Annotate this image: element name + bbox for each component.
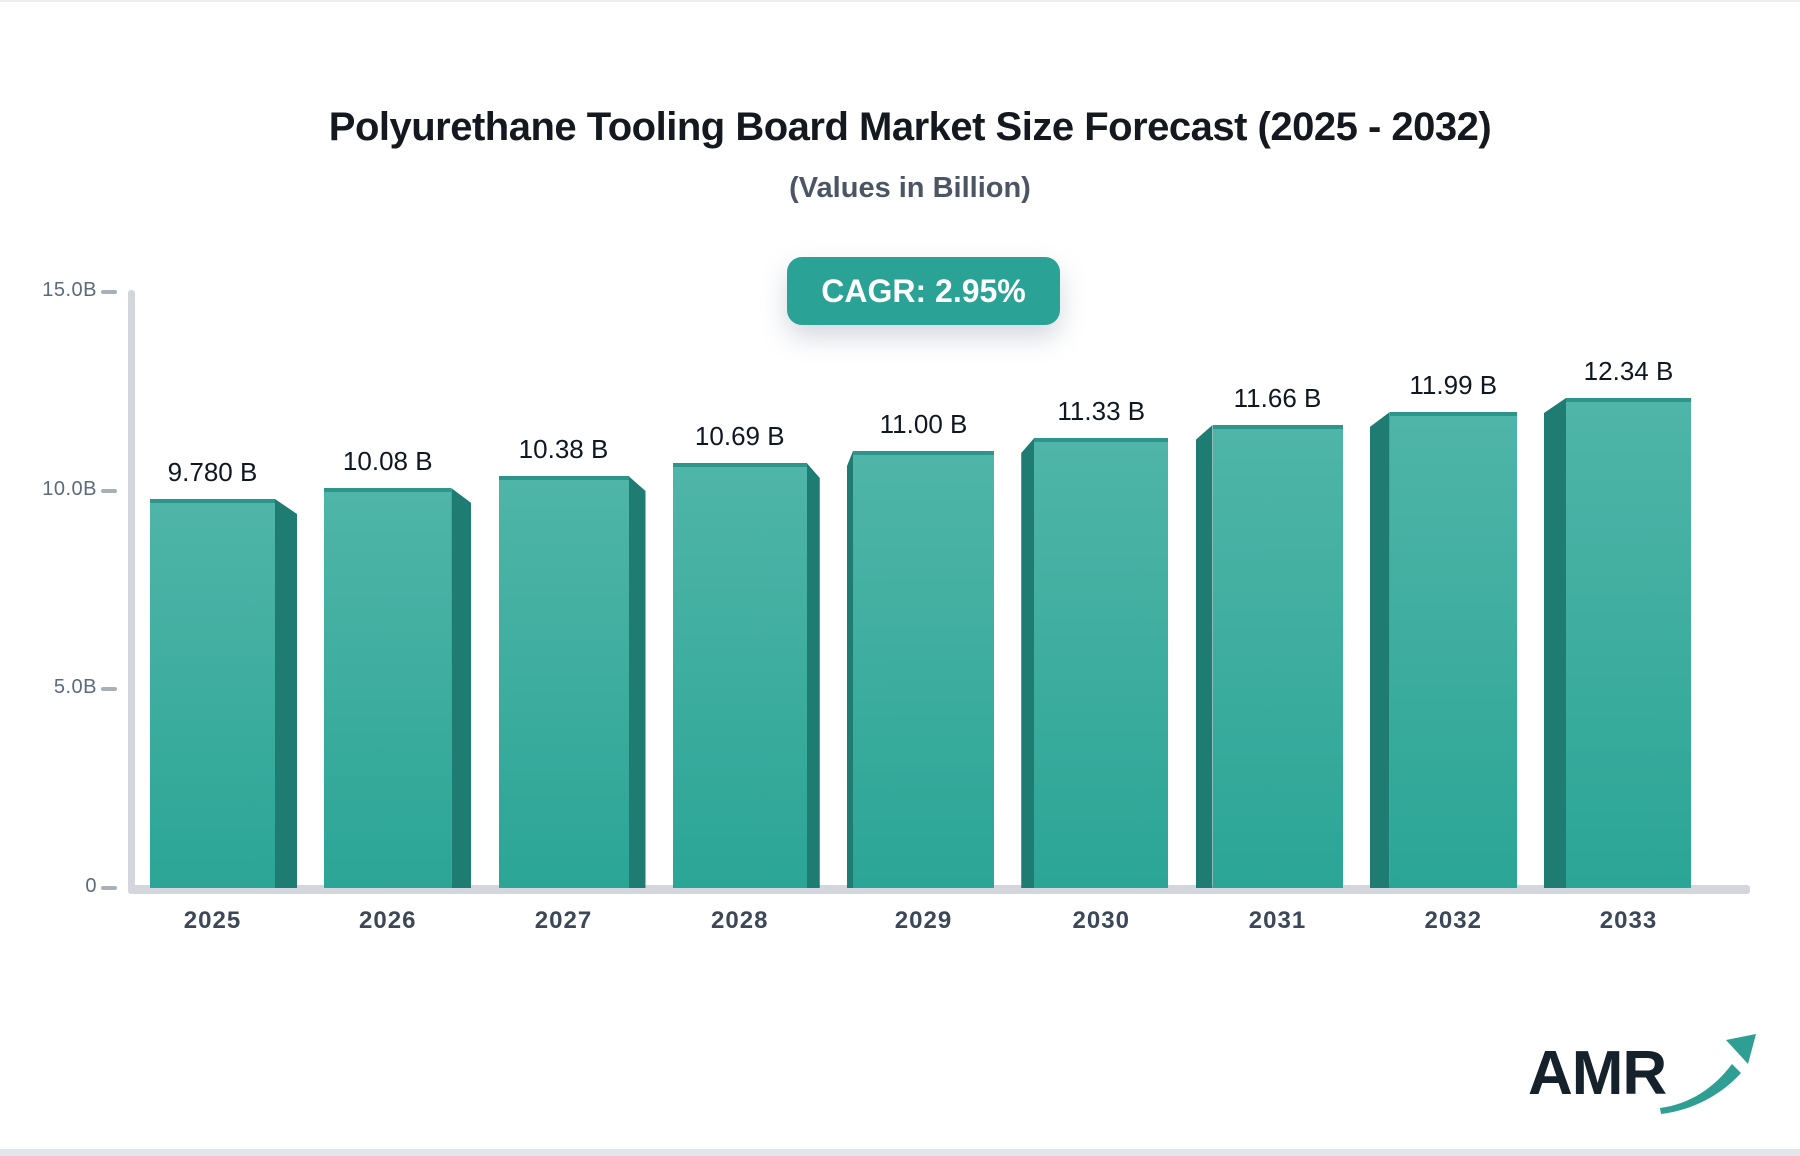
bar-front-face xyxy=(150,499,275,888)
x-axis-label: 2032 xyxy=(1424,907,1482,934)
bar-value-label: 10.69 B xyxy=(694,421,785,451)
x-axis-label: 2033 xyxy=(1599,907,1658,934)
bar-value-label: 10.38 B xyxy=(518,434,609,464)
bar-value-label: 12.34 B xyxy=(1583,356,1674,386)
bar-front-face xyxy=(1389,412,1517,888)
bar-value-label: 11.00 B xyxy=(879,409,968,439)
x-axis-label: 2028 xyxy=(711,907,769,934)
y-axis-tick xyxy=(101,886,117,890)
growth-arrow-icon xyxy=(1660,1034,1756,1114)
amr-logo: AMR xyxy=(1528,1030,1758,1125)
bar-value-label: 11.33 B xyxy=(1057,396,1146,426)
bar-front-face xyxy=(1034,438,1169,888)
x-axis-label: 2030 xyxy=(1072,907,1130,934)
bar-value-label: 11.99 B xyxy=(1409,370,1498,400)
chart-subtitle: (Values in Billion) xyxy=(789,172,1031,204)
bar-side-face xyxy=(1544,398,1566,888)
bar-side-face xyxy=(1021,438,1035,888)
chart-title: Polyurethane Tooling Board Market Size F… xyxy=(328,105,1492,149)
y-axis-tick xyxy=(101,687,117,692)
y-axis-tick xyxy=(101,488,117,493)
y-axis-tick xyxy=(101,290,117,295)
cagr-badge: CAGR: 2.95% xyxy=(787,257,1060,325)
bar-front-face xyxy=(498,476,629,888)
y-axis-line xyxy=(128,290,135,892)
x-axis-label: 2031 xyxy=(1248,907,1307,934)
x-axis-label: 2025 xyxy=(183,907,242,934)
x-axis-label: 2026 xyxy=(359,907,417,934)
bar-side-face xyxy=(806,463,820,888)
bar-value-label: 11.66 B xyxy=(1233,383,1322,413)
footer-band xyxy=(0,1149,1800,1156)
bar-side-face xyxy=(1195,425,1213,888)
bar-value-label: 9.780 B xyxy=(167,457,258,487)
y-axis-label: 5.0B xyxy=(53,676,97,699)
bar-side-face xyxy=(1369,412,1390,888)
bar-front-face xyxy=(324,488,452,888)
bar-side-face xyxy=(275,499,297,888)
y-axis-label: 0 xyxy=(85,875,97,897)
x-axis-label: 2027 xyxy=(534,907,593,934)
bar-side-face xyxy=(451,488,472,888)
bar-front-face xyxy=(853,451,994,888)
amr-logo-text: AMR xyxy=(1528,1039,1667,1108)
y-axis-label: 15.0B xyxy=(42,279,97,302)
bar-front-face xyxy=(1566,398,1691,888)
bar-side-face xyxy=(628,476,646,888)
bar-side-face xyxy=(847,451,853,888)
bar-front-face xyxy=(672,463,807,888)
x-axis-label: 2029 xyxy=(894,907,953,934)
x-axis-baseline xyxy=(128,885,1750,894)
bar-value-label: 10.08 B xyxy=(342,446,433,476)
bar-front-face xyxy=(1212,425,1343,888)
y-axis-label: 10.0B xyxy=(42,477,97,500)
